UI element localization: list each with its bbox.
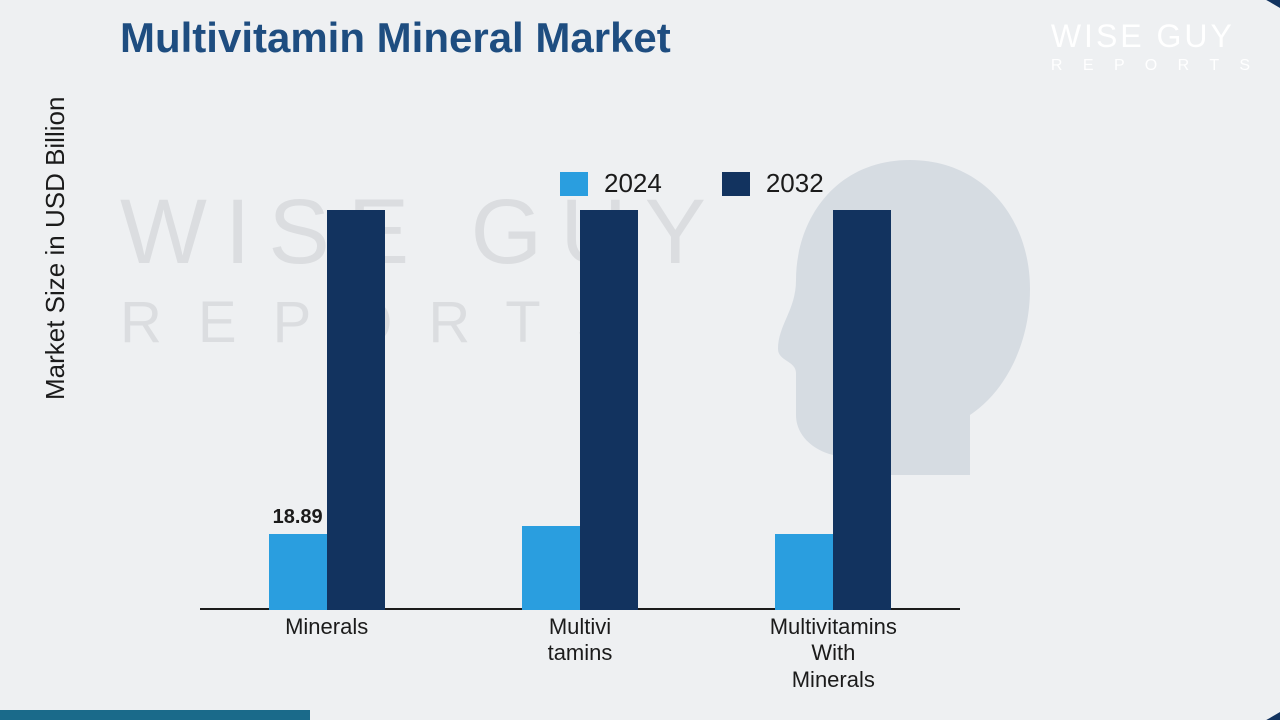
x-axis-labels: Minerals Multivi tamins Multivitamins With… [200, 614, 960, 693]
bar-2024 [522, 526, 580, 610]
bar-2024 [775, 534, 833, 610]
legend-label-2024: 2024 [604, 168, 662, 199]
bar-2032 [833, 210, 891, 610]
plot-area: 18.89 [120, 210, 960, 610]
legend-swatch-2032 [722, 172, 750, 196]
bar-group [480, 210, 680, 610]
bottom-accent-strip [0, 710, 310, 720]
legend-label-2032: 2032 [766, 168, 824, 199]
canvas: WISE GUY REPORTS WISE GUY R E P O R T S … [0, 0, 1280, 720]
x-axis-category-label: Minerals [227, 614, 427, 693]
bar-group [733, 210, 933, 610]
bar-2032 [327, 210, 385, 610]
bar-group: 18.89 [227, 210, 427, 610]
legend-item-2032: 2032 [722, 168, 824, 199]
x-axis-category-label: Multivitamins With Minerals [733, 614, 933, 693]
legend-item-2024: 2024 [560, 168, 662, 199]
brand-logo: WISE GUY R E P O R T S [1051, 18, 1258, 75]
x-axis-category-label: Multivi tamins [480, 614, 680, 693]
bar-groups: 18.89 [200, 210, 960, 610]
legend: 2024 2032 [560, 168, 824, 199]
brand-line1: WISE GUY [1051, 18, 1258, 55]
bar-2024: 18.89 [269, 534, 327, 610]
legend-swatch-2024 [560, 172, 588, 196]
y-axis-label: Market Size in USD Billion [40, 97, 71, 400]
bar-2032 [580, 210, 638, 610]
bar-value-label: 18.89 [273, 506, 323, 529]
brand-line2: R E P O R T S [1051, 57, 1258, 75]
chart-title: Multivitamin Mineral Market [120, 14, 671, 62]
